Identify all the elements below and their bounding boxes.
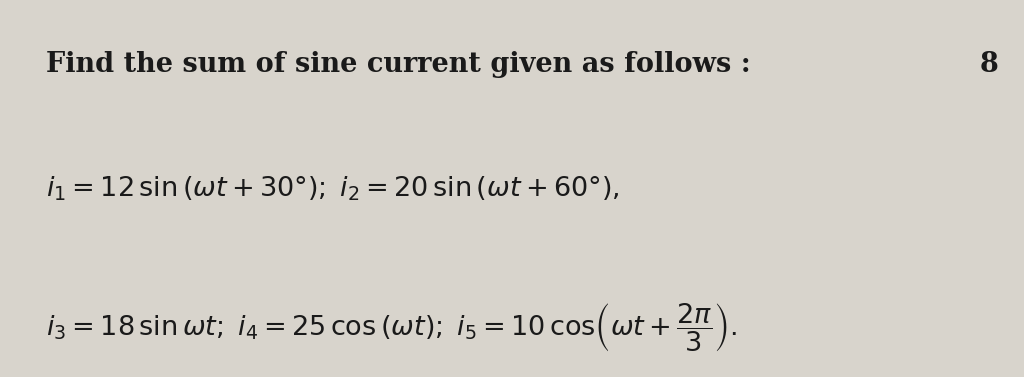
Text: $\mathbf{\mathit{i}}_1 = 12 \, \mathrm{sin} \, (\omega t + 30°); \; \mathbf{\mat: $\mathbf{\mathit{i}}_1 = 12 \, \mathrm{s… <box>46 174 620 203</box>
Text: $\mathbf{\mathit{i}}_3 = 18 \, \mathrm{sin} \, \omega t; \; \mathbf{\mathit{i}}_: $\mathbf{\mathit{i}}_3 = 18 \, \mathrm{s… <box>46 302 737 354</box>
Text: 8: 8 <box>980 51 998 78</box>
Text: Find the sum of sine current given as follows :: Find the sum of sine current given as fo… <box>46 51 751 78</box>
